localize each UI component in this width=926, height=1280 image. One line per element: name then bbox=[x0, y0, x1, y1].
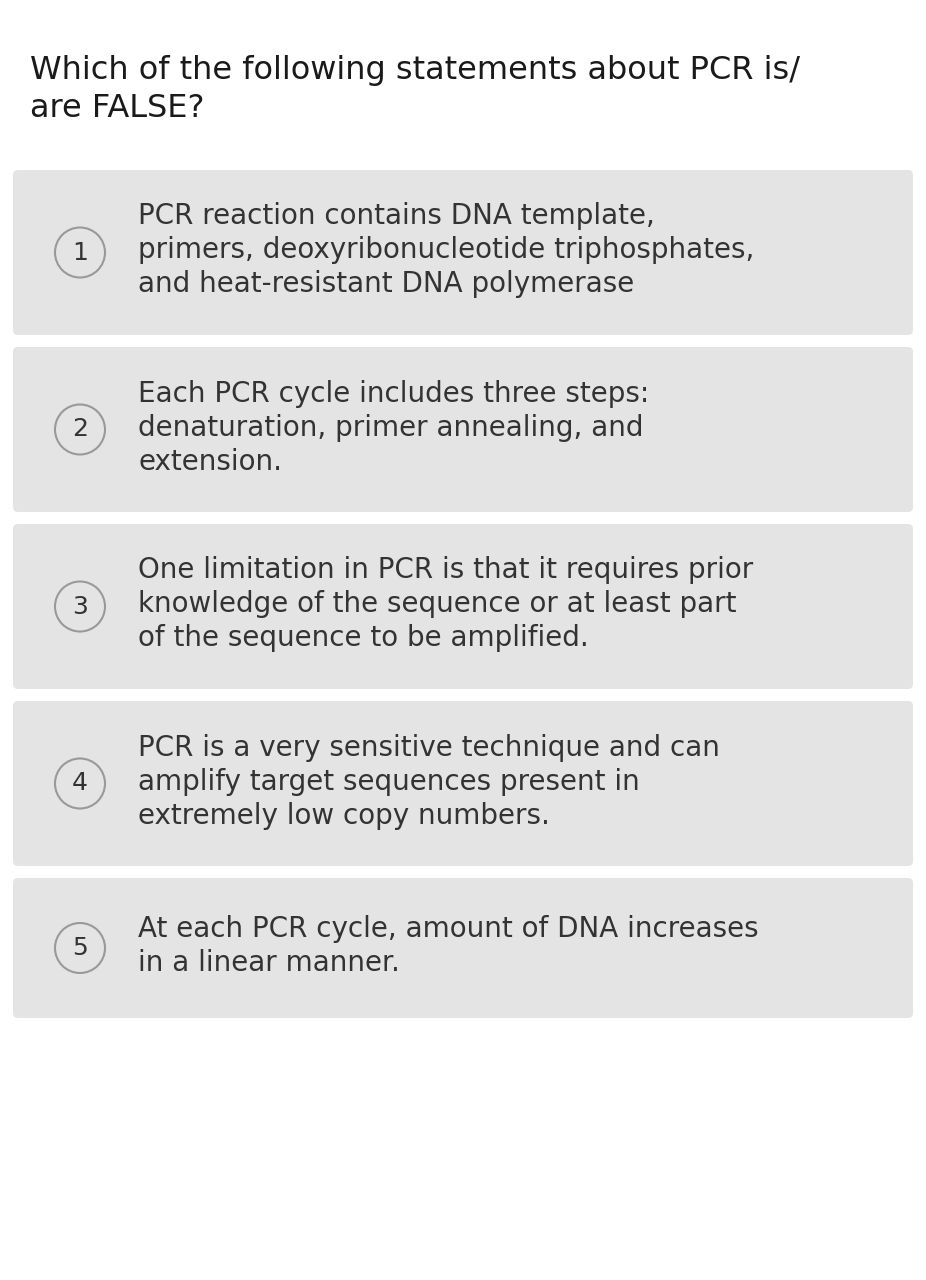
Text: Which of the following statements about PCR is/: Which of the following statements about … bbox=[30, 55, 800, 86]
FancyBboxPatch shape bbox=[13, 701, 913, 867]
Text: knowledge of the sequence or at least part: knowledge of the sequence or at least pa… bbox=[138, 590, 736, 618]
Text: extremely low copy numbers.: extremely low copy numbers. bbox=[138, 801, 550, 829]
Text: denaturation, primer annealing, and: denaturation, primer annealing, and bbox=[138, 413, 644, 442]
Circle shape bbox=[55, 581, 105, 631]
Text: 5: 5 bbox=[72, 936, 88, 960]
Text: 3: 3 bbox=[72, 594, 88, 618]
FancyBboxPatch shape bbox=[13, 170, 913, 335]
Text: extension.: extension. bbox=[138, 448, 282, 475]
Text: One limitation in PCR is that it requires prior: One limitation in PCR is that it require… bbox=[138, 557, 753, 585]
Text: 2: 2 bbox=[72, 417, 88, 442]
Text: 1: 1 bbox=[72, 241, 88, 265]
Text: are FALSE?: are FALSE? bbox=[30, 93, 205, 124]
Circle shape bbox=[55, 759, 105, 809]
Text: 4: 4 bbox=[72, 772, 88, 795]
Circle shape bbox=[55, 404, 105, 454]
Circle shape bbox=[55, 228, 105, 278]
FancyBboxPatch shape bbox=[13, 878, 913, 1018]
Circle shape bbox=[55, 923, 105, 973]
Text: PCR is a very sensitive technique and can: PCR is a very sensitive technique and ca… bbox=[138, 733, 720, 762]
Text: primers, deoxyribonucleotide triphosphates,: primers, deoxyribonucleotide triphosphat… bbox=[138, 237, 755, 265]
Text: and heat-resistant DNA polymerase: and heat-resistant DNA polymerase bbox=[138, 270, 634, 298]
FancyBboxPatch shape bbox=[13, 347, 913, 512]
Text: in a linear manner.: in a linear manner. bbox=[138, 948, 400, 977]
Text: amplify target sequences present in: amplify target sequences present in bbox=[138, 768, 640, 795]
Text: of the sequence to be amplified.: of the sequence to be amplified. bbox=[138, 625, 589, 653]
FancyBboxPatch shape bbox=[13, 524, 913, 689]
Text: At each PCR cycle, amount of DNA increases: At each PCR cycle, amount of DNA increas… bbox=[138, 915, 758, 943]
Text: PCR reaction contains DNA template,: PCR reaction contains DNA template, bbox=[138, 202, 655, 230]
Text: Each PCR cycle includes three steps:: Each PCR cycle includes three steps: bbox=[138, 379, 649, 407]
